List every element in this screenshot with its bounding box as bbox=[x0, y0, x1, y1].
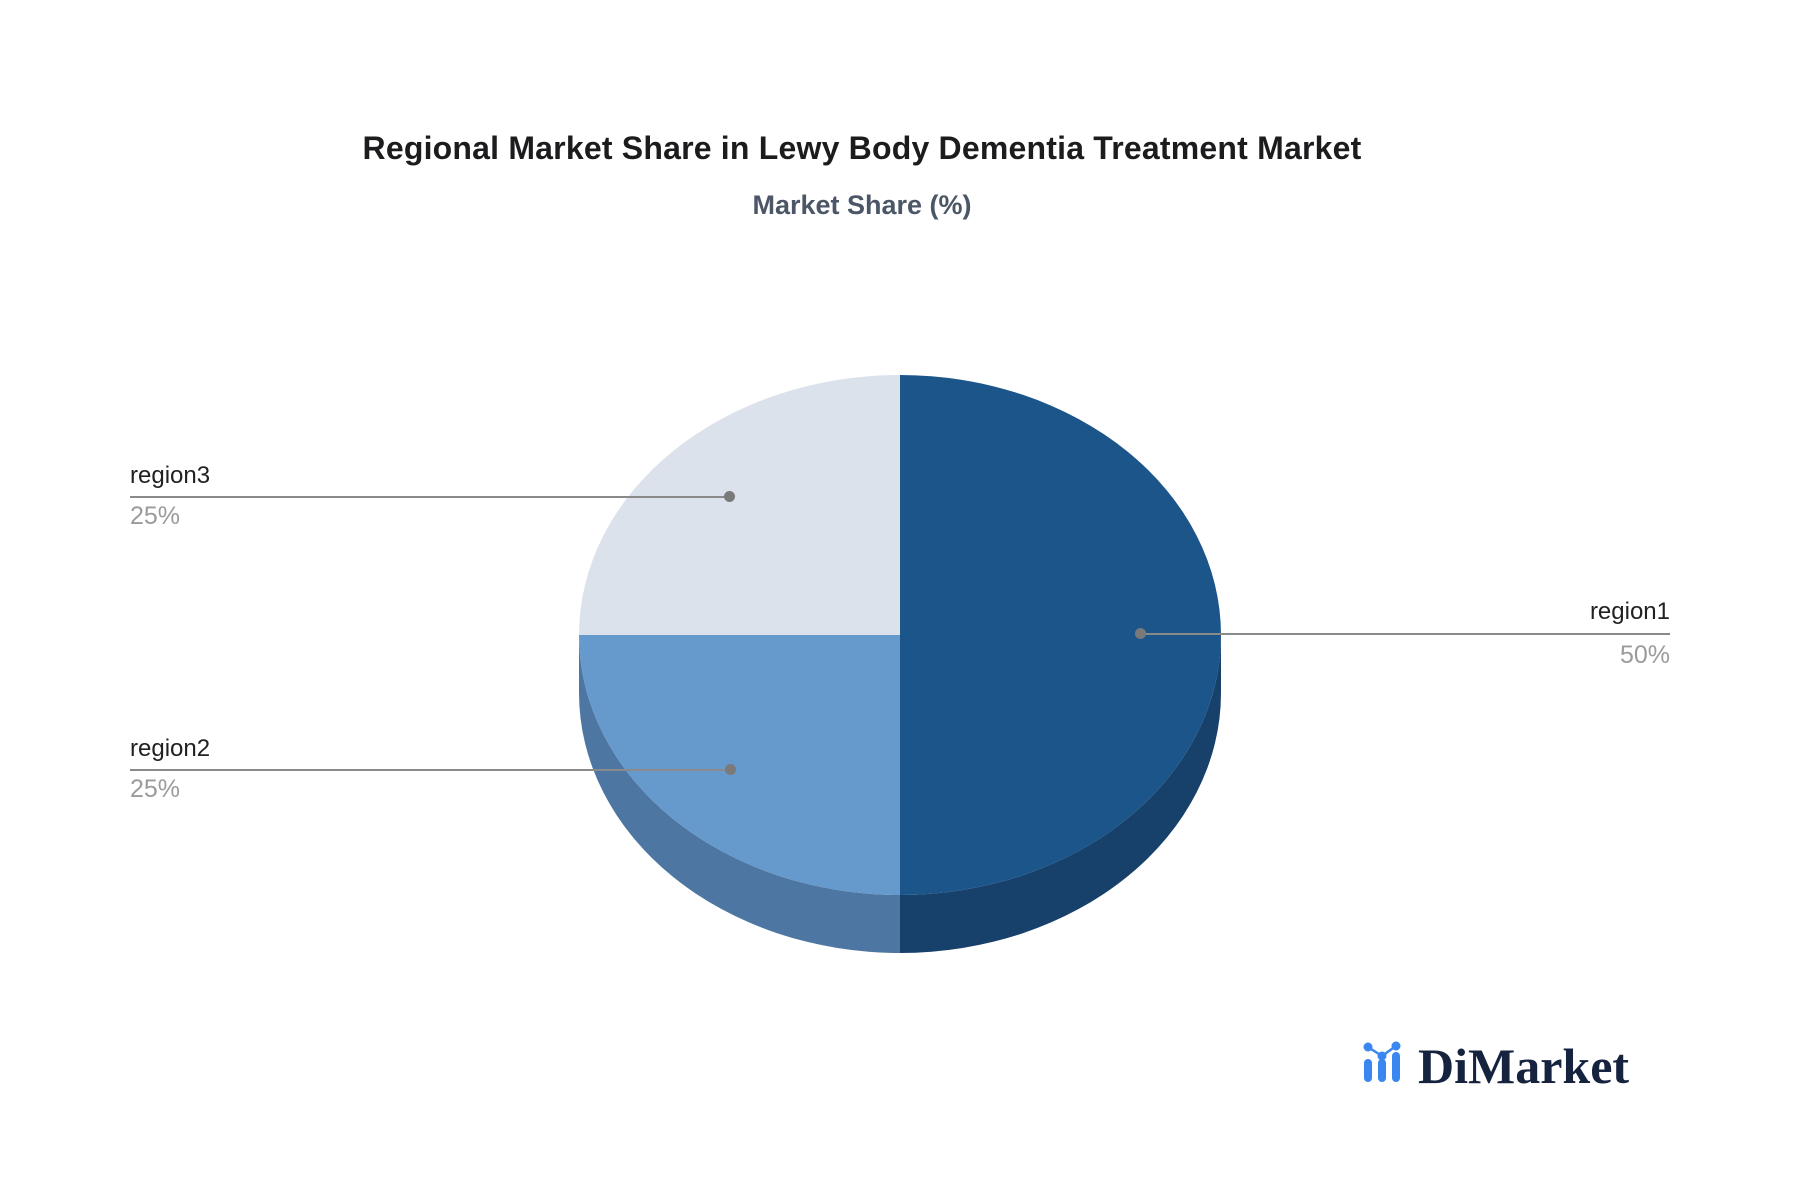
pie-slice-side-region1[interactable] bbox=[900, 635, 1221, 953]
pie-slice-region2[interactable] bbox=[579, 635, 900, 895]
brand-logo-text: DiMarket bbox=[1418, 1038, 1630, 1094]
pie-slice-region3[interactable] bbox=[579, 375, 900, 635]
label-dot-region2 bbox=[725, 764, 736, 775]
pie-slice-side-region2[interactable] bbox=[579, 635, 900, 953]
label-dot-region1 bbox=[1135, 628, 1146, 639]
label-line-region2 bbox=[130, 769, 731, 771]
label-region2: region2 bbox=[130, 735, 211, 762]
label-line-region1 bbox=[1141, 633, 1670, 635]
brand-logo: DiMarket bbox=[1360, 1040, 1629, 1092]
value-region1: 50% bbox=[1619, 641, 1670, 669]
label-region1: region1 bbox=[1589, 598, 1670, 625]
label-dot-region3 bbox=[724, 491, 735, 502]
chart-subtitle: Market Share (%) bbox=[752, 190, 972, 220]
bar-line-chart-icon bbox=[1363, 1041, 1401, 1082]
value-region2: 25% bbox=[130, 775, 181, 803]
chart-title: Regional Market Share in Lewy Body Demen… bbox=[362, 130, 1362, 166]
pie-slice-region1[interactable] bbox=[900, 375, 1221, 895]
value-region3: 25% bbox=[130, 502, 181, 530]
label-line-region3 bbox=[130, 496, 730, 498]
label-region3: region3 bbox=[130, 462, 211, 489]
